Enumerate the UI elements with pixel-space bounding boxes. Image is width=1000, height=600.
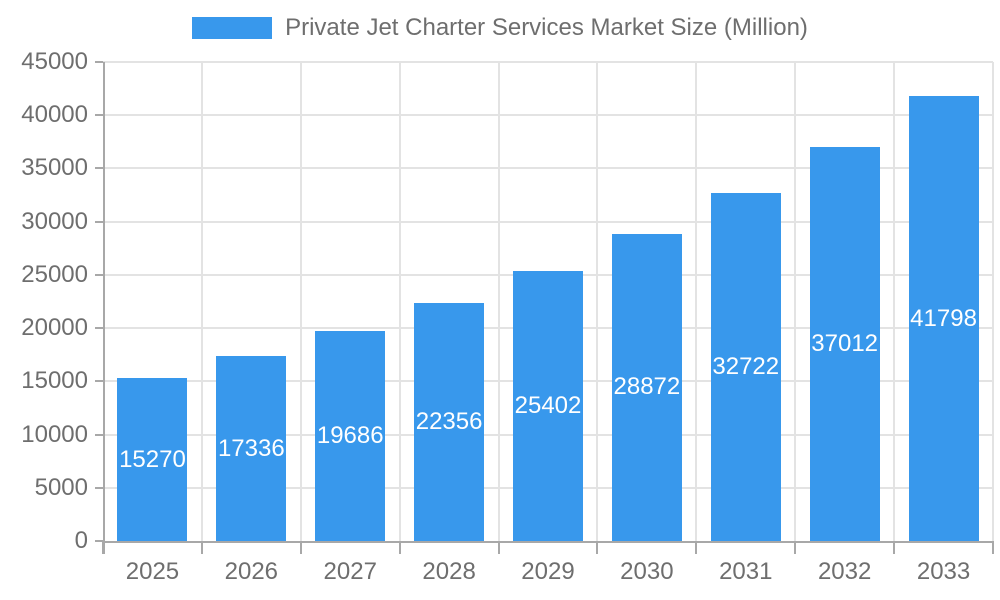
y-axis-label-40000: 40000 — [21, 101, 88, 129]
x-tick-9 — [992, 541, 994, 554]
bar-value-label-2030: 28872 — [613, 373, 681, 401]
x-tick-2 — [299, 541, 302, 554]
gridline-x-6 — [695, 62, 698, 541]
y-axis-label-20000: 20000 — [21, 314, 88, 342]
gridline-x-5 — [596, 62, 599, 541]
gridline-x-8 — [893, 62, 896, 541]
x-axis-label-2028: 2028 — [422, 558, 476, 585]
bar-value-label-2025: 15270 — [119, 445, 186, 473]
y-tick-0 — [95, 540, 103, 542]
bar-2033[interactable] — [908, 96, 979, 541]
x-axis-label-2027: 2027 — [323, 558, 377, 585]
bar-value-label-2026: 17336 — [217, 434, 285, 462]
x-axis-label-2025: 2025 — [125, 558, 180, 585]
y-axis-label-10000: 10000 — [21, 420, 88, 448]
gridline-y-35000 — [103, 167, 993, 170]
x-tick-7 — [794, 541, 797, 554]
x-axis-label-2029: 2029 — [521, 558, 575, 585]
x-tick-8 — [893, 541, 896, 554]
gridline-y-45000 — [103, 61, 993, 63]
chart-legend[interactable]: Private Jet Charter Services Market Size… — [0, 14, 1000, 42]
x-tick-4 — [497, 541, 500, 554]
y-axis-label-15000: 15000 — [21, 367, 88, 395]
gridline-y-40000 — [103, 114, 993, 117]
gridline-x-4 — [497, 62, 500, 541]
bar-2032[interactable] — [809, 147, 880, 541]
y-tick-5000 — [95, 486, 103, 489]
y-axis-line — [103, 62, 105, 554]
legend-label: Private Jet Charter Services Market Size… — [285, 14, 808, 41]
gridline-x-2 — [299, 62, 302, 541]
y-tick-45000 — [95, 61, 103, 63]
bar-value-label-2031: 32722 — [712, 352, 780, 380]
gridline-x-1 — [200, 62, 203, 541]
bar-2028[interactable] — [414, 303, 485, 541]
y-tick-30000 — [95, 220, 103, 223]
y-tick-10000 — [95, 433, 103, 436]
x-tick-6 — [695, 541, 698, 554]
gridline-x-7 — [794, 62, 797, 541]
bar-value-label-2028: 22356 — [415, 408, 483, 436]
y-axis-label-35000: 35000 — [21, 154, 88, 182]
gridline-x-3 — [398, 62, 401, 541]
y-axis-label-30000: 30000 — [21, 207, 88, 235]
y-axis-label-25000: 25000 — [21, 260, 88, 288]
x-axis-label-2026: 2026 — [224, 558, 279, 585]
y-tick-25000 — [95, 273, 103, 276]
bar-2025[interactable] — [117, 378, 188, 541]
x-axis-label-2030: 2030 — [620, 558, 674, 585]
y-tick-15000 — [95, 380, 103, 383]
bar-2029[interactable] — [513, 270, 583, 541]
y-axis-label-5000: 5000 — [34, 473, 88, 501]
y-tick-20000 — [95, 327, 103, 330]
bar-2030[interactable] — [611, 233, 682, 541]
gridline-x-9 — [992, 62, 994, 541]
x-tick-3 — [398, 541, 401, 554]
y-axis-label-45000: 45000 — [21, 48, 88, 75]
bar-2031[interactable] — [710, 192, 781, 541]
x-tick-1 — [200, 541, 203, 554]
x-tick-5 — [596, 541, 599, 554]
bar-value-label-2032: 37012 — [811, 330, 879, 357]
x-axis-label-2031: 2031 — [719, 558, 773, 585]
bar-2027[interactable] — [315, 331, 386, 541]
x-axis-label-2032: 2032 — [817, 558, 872, 585]
y-tick-35000 — [95, 167, 103, 170]
bar-value-label-2029: 25402 — [514, 391, 582, 419]
legend-swatch — [192, 17, 273, 39]
y-axis-label-0: 0 — [74, 527, 88, 554]
y-tick-40000 — [95, 114, 103, 117]
x-axis-label-2033: 2033 — [916, 558, 971, 585]
x-axis-line — [103, 541, 993, 543]
bar-value-label-2033: 41798 — [910, 304, 977, 332]
bar-2026[interactable] — [216, 356, 287, 541]
bar-value-label-2027: 19686 — [316, 422, 384, 450]
gridline-y-30000 — [103, 220, 993, 223]
